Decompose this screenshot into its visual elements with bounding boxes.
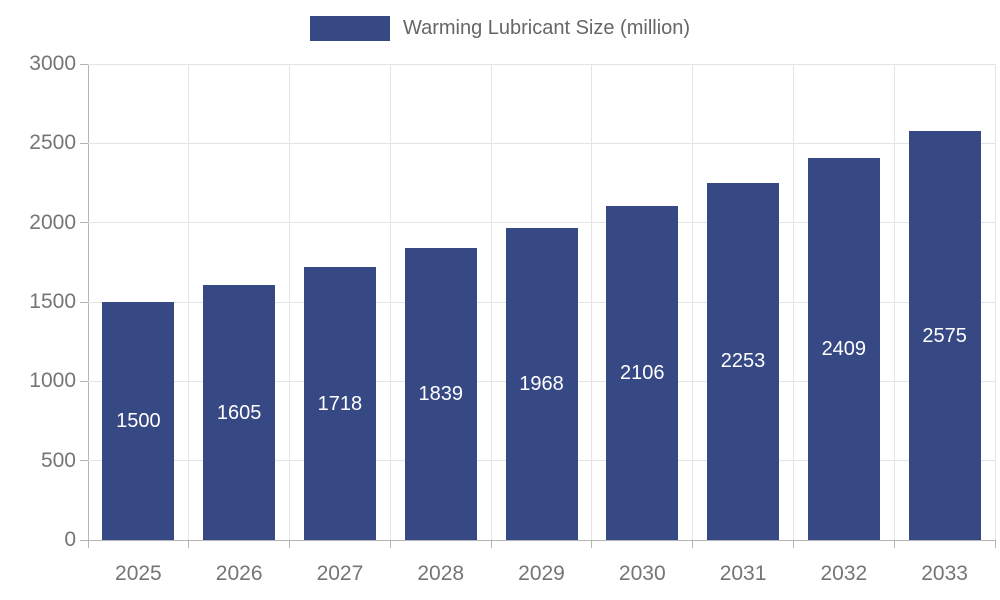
gridline-vertical-4: [490, 64, 492, 540]
x-tick-mark-7: [792, 540, 794, 548]
x-tick-label-2033: 2033: [921, 562, 968, 585]
x-tick-mark-9: [994, 540, 996, 548]
x-tick-label-2025: 2025: [115, 562, 162, 585]
y-tick-label-1000: 1000: [29, 369, 76, 393]
bar-value-2028: 1839: [418, 383, 463, 406]
bar-value-2032: 2409: [821, 337, 867, 360]
gridline-vertical-2: [289, 64, 291, 540]
y-tick-mark-3000: [80, 63, 88, 65]
bar-2026: [203, 285, 276, 540]
gridline-vertical-8: [893, 64, 895, 540]
bar-value-2031: 2253: [720, 350, 766, 373]
y-tick-mark-2500: [80, 142, 88, 144]
bar-value-2027: 1718: [317, 392, 363, 415]
bar-2030: [606, 205, 679, 540]
bar-2032: [807, 157, 880, 540]
gridline-horizontal-3000: [88, 63, 995, 65]
y-tick-mark-1000: [80, 380, 88, 382]
bar-2028: [404, 248, 477, 540]
bar-value-2026: 1605: [216, 401, 262, 424]
x-tick-label-2027: 2027: [316, 562, 364, 585]
y-tick-label-2000: 2000: [29, 210, 76, 234]
y-tick-mark-2000: [80, 222, 88, 224]
y-tick-mark-1500: [80, 301, 88, 303]
x-tick-mark-0: [87, 540, 89, 548]
x-tick-mark-5: [591, 540, 593, 548]
gridline-vertical-9: [994, 64, 996, 540]
x-tick-mark-1: [188, 540, 190, 548]
legend-swatch: [309, 16, 390, 41]
gridline-horizontal-2500: [88, 142, 995, 144]
gridline-vertical-5: [591, 64, 593, 540]
x-tick-label-2029: 2029: [518, 562, 565, 585]
y-tick-label-500: 500: [40, 448, 76, 472]
bar-2033: [908, 131, 981, 540]
x-tick-mark-8: [893, 540, 895, 548]
gridline-vertical-1: [188, 64, 190, 540]
legend-item[interactable]: Warming Lubricant Size (million): [0, 16, 1000, 41]
gridline-vertical-7: [792, 64, 794, 540]
bar-value-2029: 1968: [519, 372, 564, 395]
bar-2031: [707, 182, 780, 540]
bar-value-2030: 2106: [620, 361, 665, 384]
gridline-horizontal-2000: [88, 222, 995, 224]
bar-2025: [102, 302, 175, 540]
x-tick-mark-6: [692, 540, 694, 548]
y-tick-label-2500: 2500: [29, 131, 76, 155]
x-tick-mark-2: [289, 540, 291, 548]
x-axis-line: [88, 540, 996, 541]
gridline-vertical-3: [389, 64, 391, 540]
legend-label: Warming Lubricant Size (million): [402, 17, 691, 39]
x-tick-mark-4: [490, 540, 492, 548]
y-tick-mark-500: [80, 460, 88, 462]
x-tick-label-2031: 2031: [719, 562, 767, 585]
gridline-vertical-6: [692, 64, 694, 540]
y-tick-label-1500: 1500: [29, 290, 76, 313]
x-tick-label-2030: 2030: [618, 562, 666, 585]
bar-value-2025: 1500: [116, 410, 161, 432]
y-tick-label-3000: 3000: [29, 52, 76, 75]
bar-2029: [505, 227, 578, 540]
plot-area: 1500 1605 1718 1839 1968 2106 2253 2409 2575: [88, 63, 996, 540]
y-tick-label-0: 0: [64, 528, 76, 551]
x-tick-label-2026: 2026: [215, 562, 263, 585]
x-tick-label-2028: 2028: [417, 562, 465, 585]
bar-value-2033: 2575: [922, 324, 967, 347]
x-tick-label-2032: 2032: [820, 562, 868, 585]
bar-2027: [303, 267, 376, 540]
y-tick-mark-0: [80, 539, 88, 541]
x-tick-mark-3: [389, 540, 391, 548]
